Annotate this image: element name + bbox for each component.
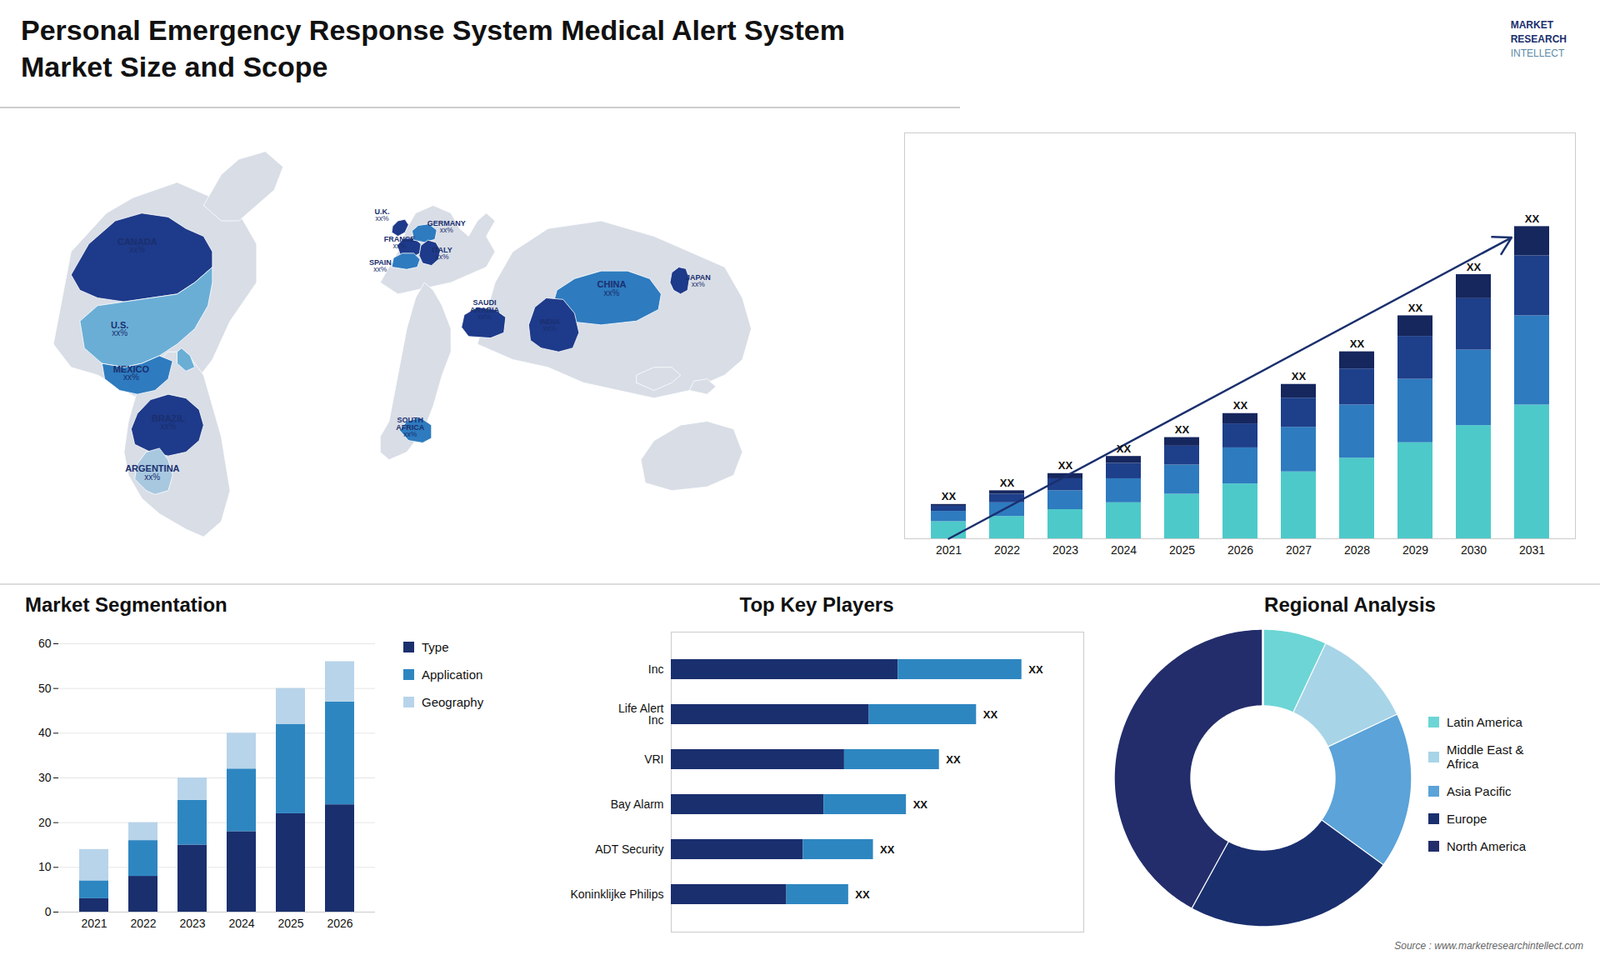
svg-text:xx%: xx% (129, 245, 145, 255)
svg-text:Bay Alarm: Bay Alarm (610, 797, 665, 811)
svg-text:VRI: VRI (644, 752, 664, 766)
svg-text:xx%: xx% (111, 328, 128, 338)
svg-text:XX: XX (1058, 459, 1074, 472)
svg-text:2021: 2021 (935, 543, 962, 557)
svg-text:xx%: xx% (403, 430, 418, 439)
svg-text:XX: XX (941, 490, 957, 503)
svg-text:xx%: xx% (435, 252, 450, 261)
svg-text:2023: 2023 (179, 916, 205, 930)
svg-text:2025: 2025 (277, 916, 304, 930)
svg-text:xx%: xx% (144, 472, 160, 482)
svg-text:XX: XX (1408, 301, 1424, 315)
svg-text:xx%: xx% (604, 288, 620, 298)
svg-text:30: 30 (38, 770, 52, 785)
svg-text:ADT Security: ADT Security (595, 842, 664, 856)
svg-text:xx%: xx% (440, 225, 455, 235)
svg-text:XX: XX (1028, 663, 1044, 676)
svg-text:10: 10 (38, 860, 52, 874)
svg-text:Koninklijke Philips: Koninklijke Philips (570, 887, 664, 901)
svg-text:XX: XX (1291, 370, 1307, 383)
svg-text:2027: 2027 (1285, 543, 1312, 557)
svg-text:XX: XX (1466, 260, 1482, 274)
svg-text:2023: 2023 (1052, 543, 1079, 557)
svg-text:50: 50 (38, 681, 52, 695)
svg-text:xx%: xx% (373, 265, 388, 274)
svg-text:2021: 2021 (80, 916, 107, 930)
svg-text:2029: 2029 (1402, 543, 1429, 557)
svg-text:2026: 2026 (1227, 543, 1254, 557)
svg-text:xx%: xx% (477, 312, 492, 321)
svg-text:XX: XX (983, 708, 999, 721)
svg-text:XX: XX (1000, 476, 1015, 490)
svg-text:60: 60 (38, 636, 52, 650)
svg-text:XX: XX (1175, 423, 1190, 436)
svg-text:2026: 2026 (326, 916, 353, 930)
svg-text:20: 20 (38, 815, 52, 830)
svg-text:2031: 2031 (1519, 543, 1545, 557)
svg-text:2024: 2024 (1110, 543, 1137, 557)
svg-text:xx%: xx% (543, 324, 558, 333)
svg-text:2022: 2022 (130, 916, 156, 930)
svg-text:Inc: Inc (648, 662, 665, 676)
svg-text:xx%: xx% (160, 421, 176, 431)
svg-text:XX: XX (913, 798, 929, 811)
svg-text:XX: XX (1233, 399, 1249, 412)
svg-text:xx%: xx% (691, 280, 706, 289)
svg-text:2028: 2028 (1344, 543, 1370, 557)
svg-text:0: 0 (45, 905, 52, 919)
svg-text:XX: XX (1116, 442, 1132, 455)
svg-text:XX: XX (945, 753, 961, 766)
svg-text:40: 40 (38, 725, 52, 740)
svg-text:XX: XX (880, 843, 895, 856)
svg-text:XX: XX (1350, 337, 1365, 350)
svg-text:XX: XX (855, 888, 870, 901)
svg-text:2024: 2024 (228, 916, 255, 930)
svg-text:XX: XX (1525, 212, 1540, 225)
svg-text:xx%: xx% (123, 372, 140, 382)
svg-text:xx%: xx% (375, 214, 390, 223)
svg-text:2025: 2025 (1169, 543, 1195, 557)
svg-text:Life AlertInc: Life AlertInc (618, 701, 665, 727)
svg-text:2022: 2022 (994, 543, 1020, 557)
svg-text:2030: 2030 (1460, 543, 1487, 557)
svg-text:xx%: xx% (393, 241, 408, 250)
